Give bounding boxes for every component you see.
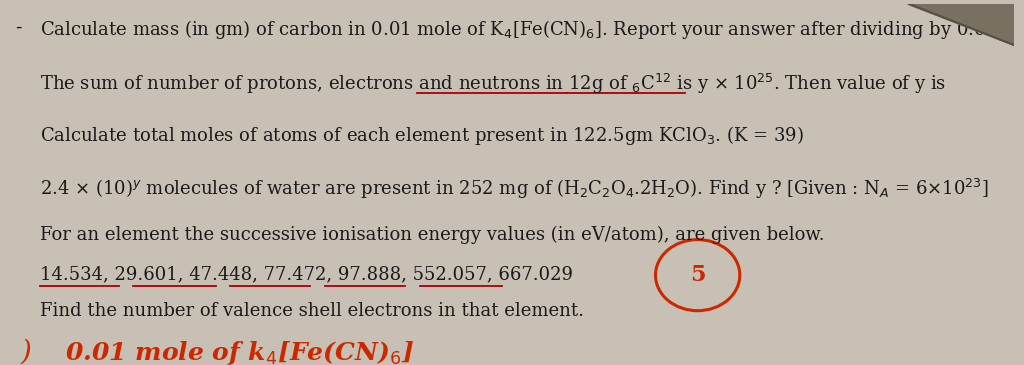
Text: Calculate mass (in gm) of carbon in 0.01 mole of K$_4$[Fe(CN)$_6$]. Report your : Calculate mass (in gm) of carbon in 0.01… [40,18,1002,41]
Text: 5: 5 [690,264,706,286]
Text: ): ) [20,339,31,365]
Polygon shape [908,4,1014,45]
Text: 14.534, 29.601, 47.448, 77.472, 97.888, 552.057, 667.029: 14.534, 29.601, 47.448, 77.472, 97.888, … [40,266,573,284]
Text: 0.01 mole of k$_4$[Fe(CN)$_6$]: 0.01 mole of k$_4$[Fe(CN)$_6$] [66,339,415,365]
Text: 2.4 $\times$ (10)$^y$ molecules of water are present in 252 mg of (H$_2$C$_2$O$_: 2.4 $\times$ (10)$^y$ molecules of water… [40,177,989,201]
Text: Find the number of valence shell electrons in that element.: Find the number of valence shell electro… [40,302,585,320]
Text: -: - [15,18,22,36]
Text: The sum of number of protons, electrons and neutrons in 12g of $_{6}$C$^{12}$ is: The sum of number of protons, electrons … [40,72,946,96]
Text: For an element the successive ionisation energy values (in eV/atom), are given b: For an element the successive ionisation… [40,226,825,244]
Text: Calculate total moles of atoms of each element present in 122.5gm KClO$_3$. (K =: Calculate total moles of atoms of each e… [40,124,804,147]
